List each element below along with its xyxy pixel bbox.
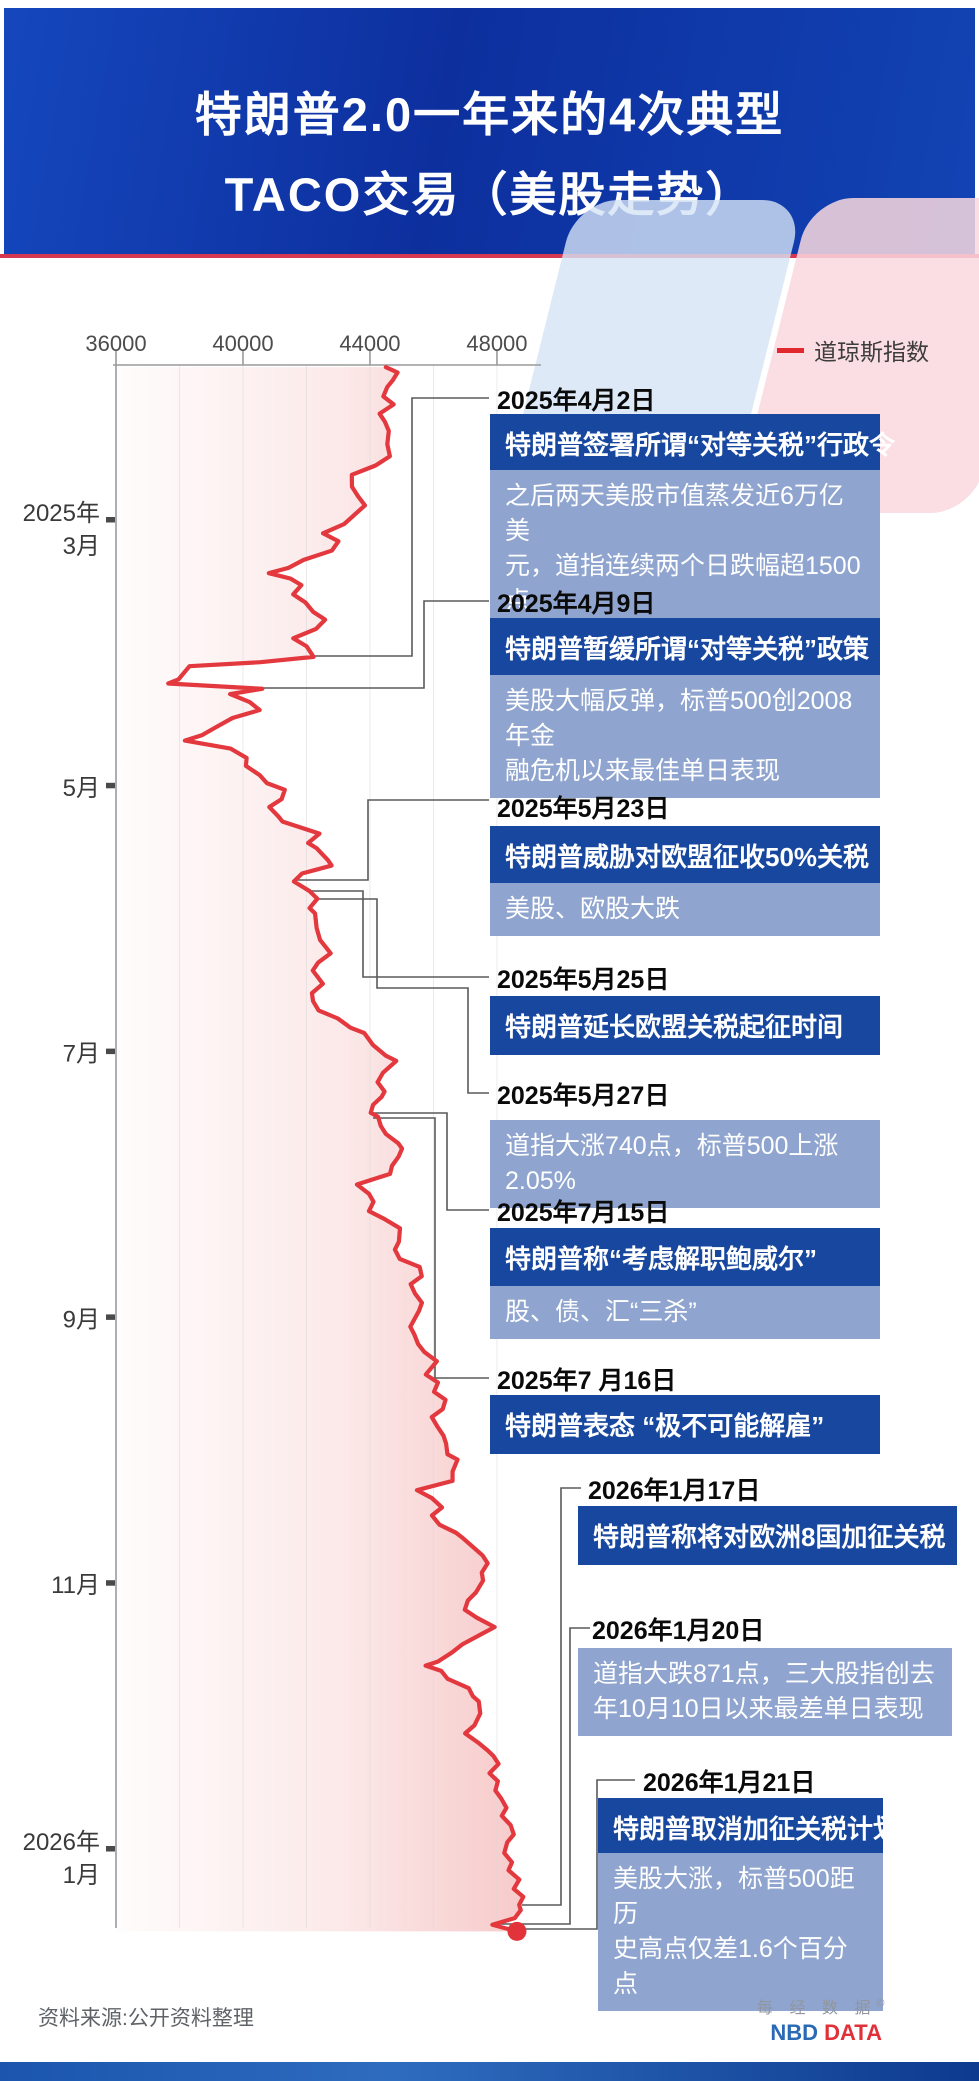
dow-area-fill — [116, 367, 524, 1932]
nbd-logo-chinese: 每 经 数 据© — [757, 1997, 885, 2017]
annotation-connector — [295, 799, 489, 881]
y-tick-label: 7月 — [63, 1041, 100, 1068]
annotation-desc-bar: 美股、欧股大跌 — [490, 883, 880, 936]
annotation-connector — [522, 1487, 581, 1906]
banner-red-underline — [0, 254, 979, 258]
annotation-date: 2025年7月15日 — [497, 1199, 670, 1227]
annotation-desc-bar: 道指大涨740点，标普500上涨2.05% — [490, 1120, 880, 1208]
annotation-desc-bar: 道指大跌871点，三大股指创去 年10月10日以来最差单日表现 — [578, 1648, 952, 1736]
y-tick-label: 11月 — [51, 1572, 100, 1599]
data-source-note: 资料来源:公开资料整理 — [38, 2007, 254, 2030]
annotation-date: 2025年5月25日 — [497, 966, 670, 994]
annotation-connector — [370, 1112, 489, 1211]
month-tick — [106, 782, 115, 789]
title-banner: 特朗普2.0一年来的4次典型 TACO交易（美股走势） — [4, 8, 975, 254]
annotation-connector — [309, 890, 489, 978]
x-tick-label: 36000 — [85, 331, 146, 356]
end-dot — [507, 1921, 527, 1941]
y-tick-label: 2026年 — [23, 1829, 100, 1856]
month-tick — [106, 517, 115, 523]
annotation-title-bar: 特朗普威胁对欧盟征收50%关税 — [490, 826, 880, 885]
month-tick — [106, 1048, 115, 1055]
legend-label: 道琼斯指数 — [814, 339, 929, 365]
annotation-date: 2026年1月17日 — [588, 1477, 761, 1505]
annotation-desc-bar: 美股大涨，标普500距历 史高点仅差1.6个百分点 — [598, 1853, 883, 2011]
annotation-date: 2025年5月27日 — [497, 1082, 670, 1110]
nbd-logo: 每 经 数 据© NBD DATA — [757, 1994, 885, 2046]
annotation-title-bar: 特朗普取消加征关税计划 — [598, 1798, 899, 1857]
annotation-title-bar: 特朗普延长欧盟关税起征时间 — [490, 996, 880, 1055]
annotation-desc-bar: 美股大幅反弹，标普500创2008年金 融危机以来最佳单日表现 — [490, 675, 880, 798]
y-tick-label: 3月 — [63, 533, 100, 560]
annotation-title-bar: 特朗普暂缓所谓“对等关税”政策 — [490, 618, 880, 677]
x-tick-label: 40000 — [212, 331, 273, 356]
dow-line — [166, 365, 526, 1934]
nbd-logo-english: NBD DATA — [770, 2020, 882, 2045]
annotation-date: 2025年4月2日 — [497, 387, 656, 415]
month-tick — [106, 1846, 115, 1852]
month-tick — [106, 1580, 115, 1586]
annotation-date: 2026年1月21日 — [643, 1769, 816, 1797]
annotation-desc-bar: 之后两天美股市值蒸发近6万亿美 元，道指连续两个日跌幅超1500点 — [490, 470, 880, 628]
annotation-title-bar: 特朗普表态 “极不可能解雇” — [490, 1395, 880, 1454]
copyright-mark: © — [876, 1997, 885, 2010]
annotation-connector — [312, 397, 489, 657]
bottom-blue-bar — [0, 2062, 979, 2081]
y-tick-label: 2025年 — [23, 500, 100, 527]
y-tick-label: 5月 — [63, 775, 100, 802]
y-tick-label: 9月 — [63, 1306, 100, 1333]
annotation-title-bar: 特朗普称将对欧洲8国加征关税 — [578, 1506, 957, 1565]
annotation-date: 2025年7 月16日 — [497, 1367, 677, 1395]
annotation-date: 2026年1月20日 — [592, 1617, 765, 1645]
page-title-line1: 特朗普2.0一年来的4次典型 — [194, 88, 785, 141]
x-tick-label: 44000 — [339, 331, 400, 356]
annotation-connector — [261, 600, 489, 689]
annotation-connector — [492, 1627, 590, 1925]
annotation-desc-bar: 股、债、汇“三杀” — [490, 1286, 880, 1339]
month-tick — [106, 1314, 115, 1320]
annotation-date: 2025年5月23日 — [497, 795, 670, 823]
annotation-connector — [373, 1117, 489, 1379]
annotation-connector — [518, 1779, 635, 1930]
annotation-date: 2025年4月9日 — [497, 590, 656, 618]
legend: 道琼斯指数 — [777, 333, 929, 367]
annotation-title-bar: 特朗普签署所谓“对等关税”行政令 — [490, 414, 895, 473]
annotation-title-bar: 特朗普称“考虑解职鲍威尔” — [490, 1228, 880, 1287]
y-tick-label: 1月 — [63, 1862, 100, 1889]
legend-line-swatch-icon — [777, 347, 804, 353]
x-tick-label: 48000 — [466, 331, 527, 356]
annotation-connector — [316, 898, 489, 1094]
